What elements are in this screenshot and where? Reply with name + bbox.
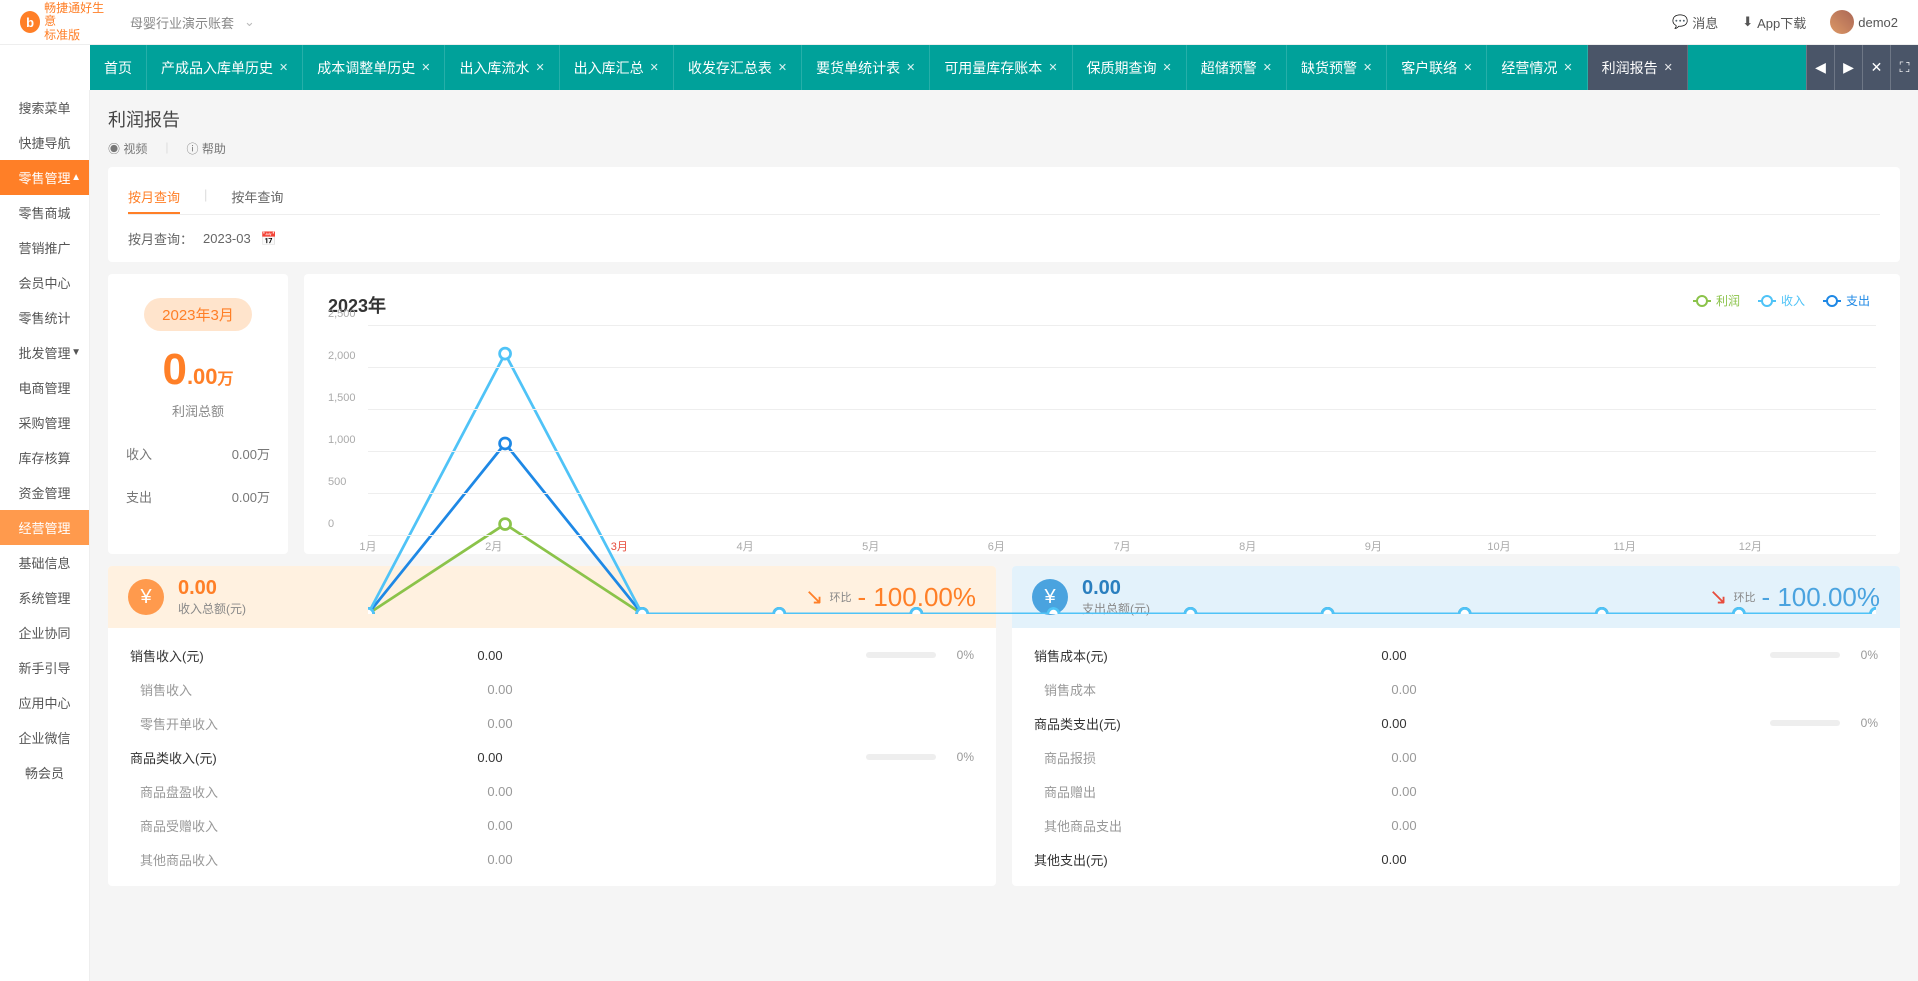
close-icon[interactable]: ✕ — [778, 61, 787, 74]
sidebar-item-13[interactable]: 基础信息 — [0, 545, 89, 580]
stat-row: 商品赠出0.00 — [1034, 774, 1878, 808]
message-icon: 💬 — [1672, 14, 1688, 30]
close-icon[interactable]: ✕ — [1363, 61, 1372, 74]
tab-7[interactable]: 可用量库存账本✕ — [930, 45, 1072, 90]
logo-icon: b — [20, 11, 40, 33]
stat-row: 商品受赠收入0.00 — [130, 808, 974, 842]
tab-8[interactable]: 保质期查询✕ — [1073, 45, 1187, 90]
close-icon[interactable]: ✕ — [650, 61, 659, 74]
sidebar-item-19[interactable]: 畅会员 — [0, 755, 89, 790]
tabs-prev[interactable]: ◀ — [1806, 45, 1834, 90]
stat-row: 商品报损0.00 — [1034, 740, 1878, 774]
stat-row: 销售收入0.00 — [130, 672, 974, 706]
chevron-down-icon: ⌄ — [244, 14, 255, 30]
close-icon[interactable]: ✕ — [279, 61, 288, 74]
sidebar-item-17[interactable]: 应用中心 — [0, 685, 89, 720]
stat-row: 销售成本0.00 — [1034, 672, 1878, 706]
income-card: ¥ 0.00 收入总额(元) ↘ 环比 - 100.00% 销售收入(元)0.0… — [108, 566, 996, 886]
tabs-close-all[interactable]: ✕ — [1862, 45, 1890, 90]
expense-card: ¥ 0.00 支出总额(元) ↘ 环比 - 100.00% 销售成本(元)0.0… — [1012, 566, 1900, 886]
close-icon[interactable]: ✕ — [1263, 61, 1272, 74]
sidebar-item-3[interactable]: 零售商城 — [0, 195, 89, 230]
stat-row: 其他支出(元)0.00 — [1034, 842, 1878, 876]
tab-5[interactable]: 收发存汇总表✕ — [674, 45, 802, 90]
sidebar-item-6[interactable]: 零售统计 — [0, 300, 89, 335]
query-label: 按月查询： — [128, 229, 193, 248]
tab-0[interactable]: 首页 — [90, 45, 147, 90]
tab-12[interactable]: 经营情况✕ — [1487, 45, 1587, 90]
sidebar-item-18[interactable]: 企业微信 — [0, 720, 89, 755]
chart-legend: 利润 收入 支出 — [1693, 292, 1870, 309]
tab-3[interactable]: 出入库流水✕ — [445, 45, 559, 90]
sidebar-item-11[interactable]: 资金管理 — [0, 475, 89, 510]
logo: b 畅捷通好生意 标准版 — [20, 2, 110, 42]
stat-row: 商品类支出(元)0.000% — [1034, 706, 1878, 740]
sidebar-item-8[interactable]: 电商管理 — [0, 370, 89, 405]
app-download-button[interactable]: ⬇App下载 — [1742, 13, 1806, 32]
tab-1[interactable]: 产成品入库单历史✕ — [147, 45, 303, 90]
fullscreen-button[interactable]: ⛶ — [1890, 45, 1918, 90]
close-icon[interactable]: ✕ — [1463, 61, 1472, 74]
download-icon: ⬇ — [1742, 14, 1753, 30]
sidebar-item-10[interactable]: 库存核算 — [0, 440, 89, 475]
sidebar-item-1[interactable]: 快捷导航 — [0, 125, 89, 160]
close-icon[interactable]: ✕ — [906, 61, 915, 74]
stat-row: 商品类收入(元)0.000% — [130, 740, 974, 774]
sidebar-item-0[interactable]: 搜索菜单 — [0, 90, 89, 125]
query-value[interactable]: 2023-03 — [203, 231, 251, 246]
tabs-next[interactable]: ▶ — [1834, 45, 1862, 90]
account-selector[interactable]: 母婴行业演示账套⌄ — [130, 13, 330, 32]
stat-row: 零售开单收入0.00 — [130, 706, 974, 740]
sidebar: 搜索菜单快捷导航零售管理▲零售商城营销推广会员中心零售统计批发管理▼电商管理采购… — [0, 90, 90, 981]
tab-2[interactable]: 成本调整单历史✕ — [303, 45, 445, 90]
subtab-year[interactable]: 按年查询 — [231, 181, 283, 214]
video-link[interactable]: ◉ 视频 — [108, 140, 147, 157]
trend-chart: 2023年 利润 收入 支出 1月2月3月4月5月6月7月8月9月10月11月1… — [304, 274, 1900, 554]
income-icon: ¥ — [128, 579, 164, 615]
stat-row: 其他商品支出0.00 — [1034, 808, 1878, 842]
stat-row: 销售收入(元)0.000% — [130, 638, 974, 672]
sidebar-item-16[interactable]: 新手引导 — [0, 650, 89, 685]
user-menu[interactable]: demo2 — [1830, 10, 1898, 34]
tabbar: 首页产成品入库单历史✕成本调整单历史✕出入库流水✕出入库汇总✕收发存汇总表✕要货… — [0, 45, 1918, 90]
tab-11[interactable]: 客户联络✕ — [1387, 45, 1487, 90]
sidebar-item-15[interactable]: 企业协同 — [0, 615, 89, 650]
sidebar-item-4[interactable]: 营销推广 — [0, 230, 89, 265]
tab-10[interactable]: 缺货预警✕ — [1287, 45, 1387, 90]
sidebar-item-12[interactable]: 经营管理 — [0, 510, 89, 545]
logo-text: 畅捷通好生意 标准版 — [44, 2, 110, 42]
period-pill: 2023年3月 — [144, 298, 252, 331]
tab-4[interactable]: 出入库汇总✕ — [560, 45, 674, 90]
tab-6[interactable]: 要货单统计表✕ — [802, 45, 930, 90]
stat-row: 其他商品收入0.00 — [130, 842, 974, 876]
content: 利润报告 ◉ 视频 | ⓘ 帮助 按月查询 | 按年查询 按月查询： 2023-… — [90, 90, 1918, 981]
avatar — [1830, 10, 1854, 34]
close-icon[interactable]: ✕ — [1048, 61, 1057, 74]
close-icon[interactable]: ✕ — [1163, 61, 1172, 74]
sidebar-item-7[interactable]: 批发管理▼ — [0, 335, 89, 370]
close-icon[interactable]: ✕ — [535, 61, 544, 74]
calendar-icon[interactable]: 📅 — [261, 231, 277, 247]
sidebar-item-9[interactable]: 采购管理 — [0, 405, 89, 440]
query-panel: 按月查询 | 按年查询 按月查询： 2023-03 📅 — [108, 167, 1900, 262]
close-icon[interactable]: ✕ — [1664, 61, 1673, 74]
subtab-month[interactable]: 按月查询 — [128, 181, 180, 214]
sidebar-item-2[interactable]: 零售管理▲ — [0, 160, 89, 195]
sidebar-item-5[interactable]: 会员中心 — [0, 265, 89, 300]
stat-row: 商品盘盈收入0.00 — [130, 774, 974, 808]
messages-button[interactable]: 💬消息 — [1672, 13, 1718, 32]
tab-9[interactable]: 超储预警✕ — [1187, 45, 1287, 90]
tab-13[interactable]: 利润报告✕ — [1588, 45, 1688, 90]
stat-row: 销售成本(元)0.000% — [1034, 638, 1878, 672]
page-title: 利润报告 — [108, 106, 1900, 132]
profit-summary-card: 2023年3月 0.00万 利润总额 收入0.00万 支出0.00万 — [108, 274, 288, 554]
close-icon[interactable]: ✕ — [421, 61, 430, 74]
help-link[interactable]: ⓘ 帮助 — [186, 140, 225, 157]
topbar: b 畅捷通好生意 标准版 母婴行业演示账套⌄ 💬消息 ⬇App下载 demo2 — [0, 0, 1918, 45]
sidebar-item-14[interactable]: 系统管理 — [0, 580, 89, 615]
profit-total: 0.00万 — [126, 345, 270, 395]
close-icon[interactable]: ✕ — [1563, 61, 1572, 74]
